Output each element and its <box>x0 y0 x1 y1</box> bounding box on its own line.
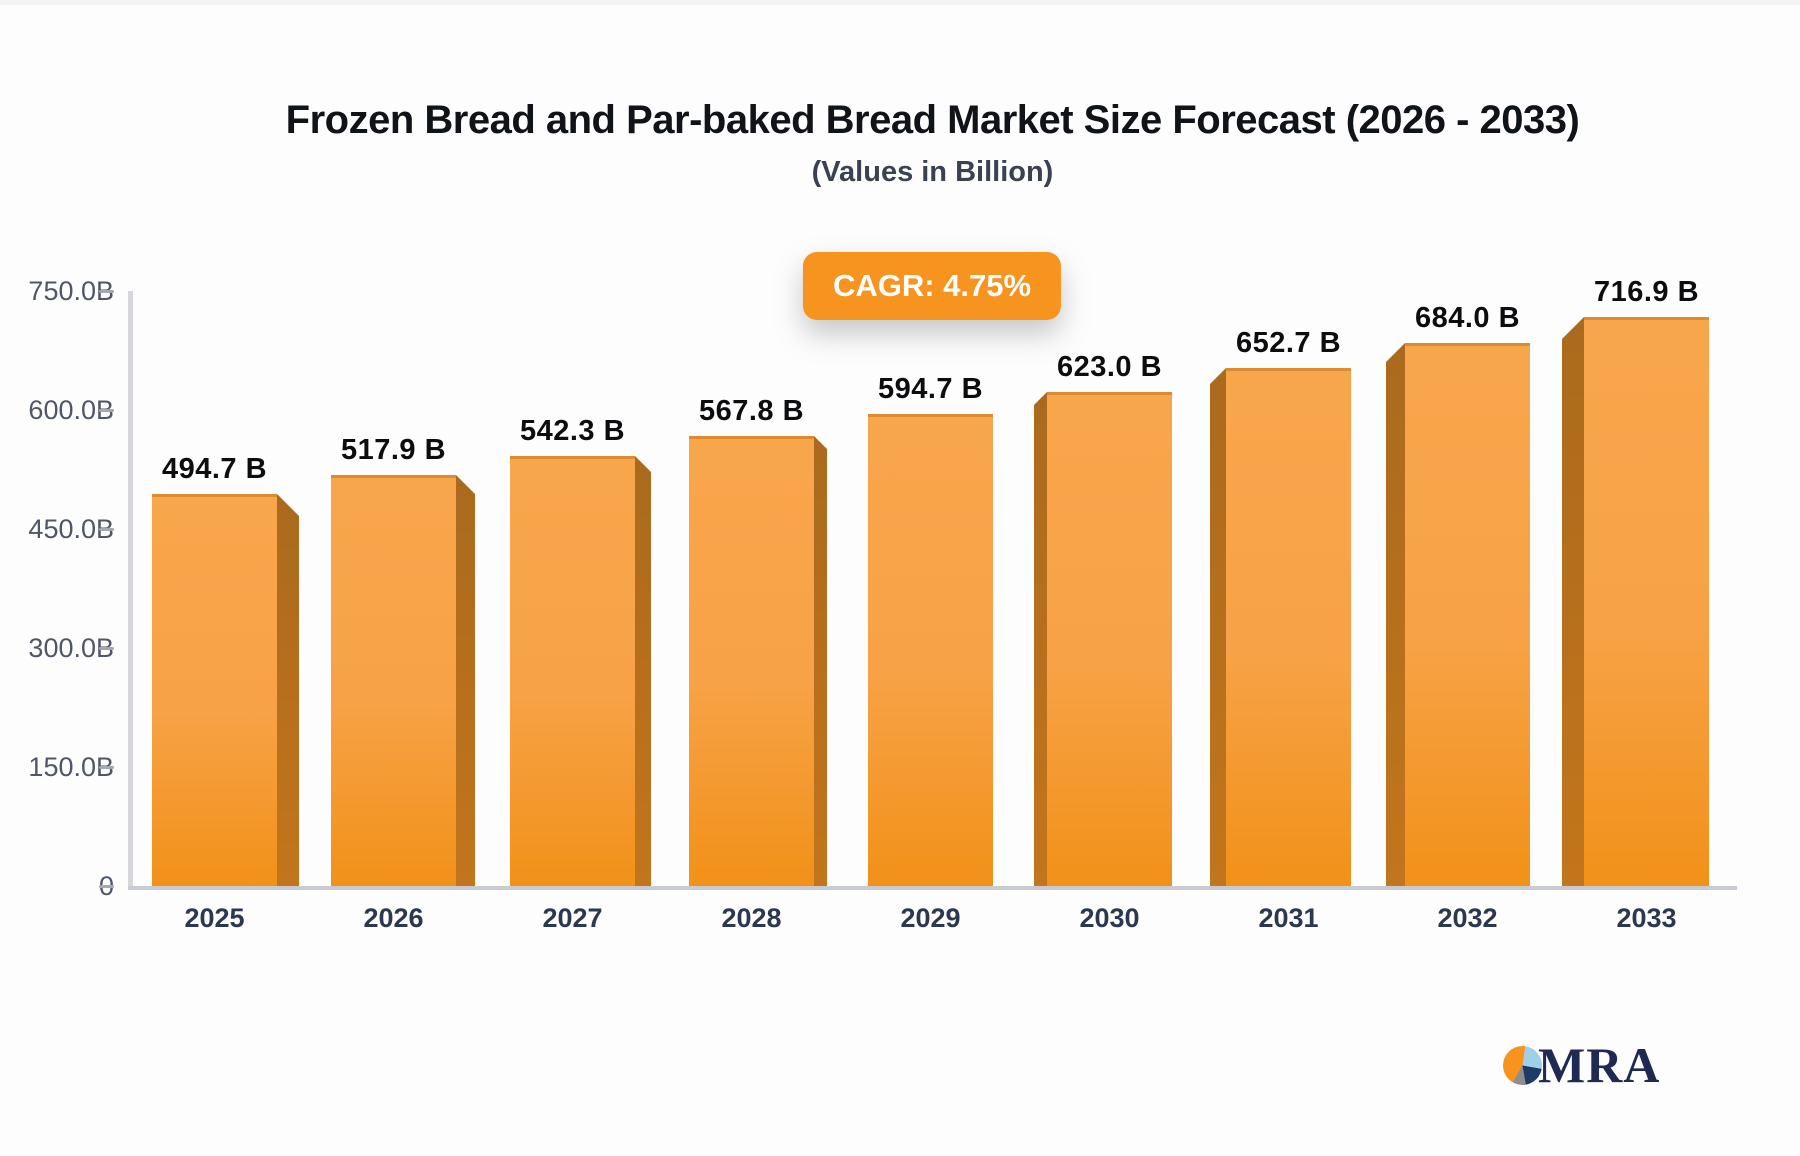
x-axis-line <box>128 886 1737 890</box>
value-label-2030: 623.0 B <box>1056 351 1163 383</box>
bar-side-2027 <box>635 456 651 886</box>
value-label-2026: 517.9 B <box>340 434 447 466</box>
bar-side-2028 <box>814 436 827 886</box>
y-tick-label-300: 300.0B <box>28 633 114 663</box>
y-tick-mark-450 <box>99 528 114 531</box>
x-label-2033: 2033 <box>1616 903 1677 933</box>
mra-logo: MRA <box>1503 1040 1660 1090</box>
y-tick-label-150: 150.0B <box>28 752 114 782</box>
bar-side-2025 <box>277 494 299 886</box>
pie-chart-logo-icon <box>1503 1045 1542 1085</box>
y-tick-mark-750 <box>99 290 114 293</box>
bar-side-2030 <box>1034 392 1047 886</box>
y-tick-mark-0 <box>99 885 114 888</box>
x-label-2026: 2026 <box>363 903 424 933</box>
chart-title: Frozen Bread and Par-baked Bread Market … <box>285 98 1580 142</box>
y-tick-label-600: 600.0B <box>28 395 114 425</box>
y-tick-label-450: 450.0B <box>28 514 114 544</box>
x-label-2031: 2031 <box>1258 903 1319 933</box>
bar-side-2026 <box>456 475 475 886</box>
bar-2029 <box>868 414 993 886</box>
x-label-2025: 2025 <box>184 903 245 933</box>
bar-2030 <box>1047 392 1172 886</box>
y-tick-label-0: 0 <box>4 871 114 901</box>
x-label-2029: 2029 <box>900 903 961 933</box>
y-axis-line <box>128 291 133 886</box>
x-label-2027: 2027 <box>542 903 603 933</box>
y-tick-mark-300 <box>99 647 114 650</box>
bar-side-2031 <box>1210 368 1226 886</box>
y-tick-mark-600 <box>99 409 114 412</box>
bar-2028 <box>689 436 814 886</box>
top-edge-strip <box>0 0 1800 5</box>
value-label-2033: 716.9 B <box>1593 276 1700 308</box>
value-label-2027: 542.3 B <box>519 415 626 447</box>
x-label-2032: 2032 <box>1437 903 1498 933</box>
value-label-2028: 567.8 B <box>698 395 805 427</box>
x-label-2028: 2028 <box>721 903 782 933</box>
bar-side-2032 <box>1386 343 1405 886</box>
y-tick-mark-150 <box>99 766 114 769</box>
bar-2026 <box>331 475 456 886</box>
bar-2032 <box>1405 343 1530 886</box>
chart-subtitle: (Values in Billion) <box>811 156 1054 188</box>
value-label-2032: 684.0 B <box>1414 302 1521 334</box>
bar-2033 <box>1584 317 1709 886</box>
bar-2031 <box>1226 368 1351 886</box>
value-label-2025: 494.7 B <box>161 453 268 485</box>
x-label-2030: 2030 <box>1079 903 1140 933</box>
bar-2027 <box>510 456 635 886</box>
logo-text: MRA <box>1538 1037 1661 1093</box>
cagr-badge: CAGR: 4.75% <box>802 252 1062 320</box>
y-tick-label-750: 750.0B <box>28 276 114 306</box>
chart-header: Frozen Bread and Par-baked Bread Market … <box>128 96 1737 190</box>
value-label-2029: 594.7 B <box>877 373 984 405</box>
bar-2025 <box>152 494 277 886</box>
bar-side-2033 <box>1562 317 1584 886</box>
value-label-2031: 652.7 B <box>1235 327 1342 359</box>
